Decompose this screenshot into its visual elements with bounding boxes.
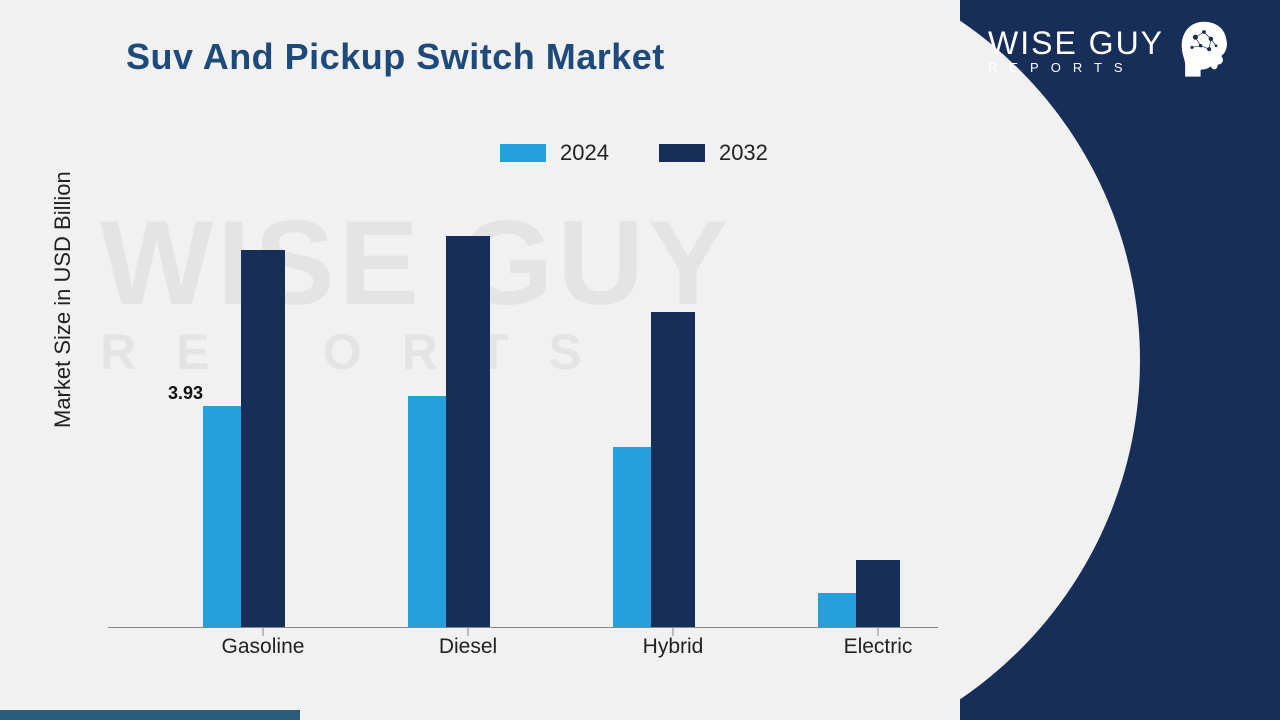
legend-label-2024: 2024 bbox=[560, 140, 609, 166]
x-axis-label-gasoline: Gasoline bbox=[153, 635, 373, 659]
bar-gasoline-2032 bbox=[241, 250, 285, 627]
x-axis-tick bbox=[263, 627, 264, 636]
bar-group-diesel: Diesel bbox=[408, 236, 528, 627]
brand-name-line1: WISE GUY bbox=[988, 25, 1164, 61]
brand-name-line2: REPORTS bbox=[988, 60, 1164, 75]
footer-accent-bar bbox=[0, 710, 300, 720]
bar-diesel-2032 bbox=[446, 236, 490, 627]
chart-area: Market Size in USD Billion 3.93 Gasoline… bbox=[58, 168, 938, 668]
x-axis-label-electric: Electric bbox=[768, 635, 988, 659]
y-axis-label: Market Size in USD Billion bbox=[50, 408, 76, 428]
brand-panel bbox=[960, 0, 1280, 720]
x-axis-tick bbox=[468, 627, 469, 636]
brand-head-icon bbox=[1174, 20, 1234, 80]
bar-group-hybrid: Hybrid bbox=[613, 312, 733, 627]
x-axis-label-diesel: Diesel bbox=[358, 635, 578, 659]
chart-canvas: WISE GUY REPORTS Suv And bbox=[0, 0, 1280, 720]
chart-legend: 2024 2032 bbox=[500, 140, 768, 166]
legend-swatch-2032 bbox=[659, 144, 705, 162]
x-axis-tick bbox=[673, 627, 674, 636]
bar-electric-2032 bbox=[856, 560, 900, 628]
brand-logo: WISE GUY REPORTS bbox=[988, 20, 1258, 80]
x-axis-label-hybrid: Hybrid bbox=[563, 635, 783, 659]
bar-hybrid-2032 bbox=[651, 312, 695, 627]
legend-item-2024: 2024 bbox=[500, 140, 609, 166]
legend-item-2032: 2032 bbox=[659, 140, 768, 166]
x-axis-tick bbox=[878, 627, 879, 636]
value-label-gasoline-2024: 3.93 bbox=[168, 383, 203, 404]
plot-area: 3.93 Gasoline Diesel Hybrid Electric bbox=[108, 178, 938, 628]
panel-cutout-circle bbox=[960, 0, 1140, 720]
bar-group-gasoline: Gasoline bbox=[203, 250, 323, 627]
legend-label-2032: 2032 bbox=[719, 140, 768, 166]
bar-group-electric: Electric bbox=[818, 560, 938, 628]
legend-swatch-2024 bbox=[500, 144, 546, 162]
chart-title: Suv And Pickup Switch Market bbox=[126, 36, 665, 78]
